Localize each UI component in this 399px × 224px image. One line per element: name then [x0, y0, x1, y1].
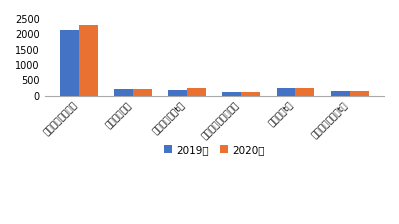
Bar [296, 88, 314, 96]
Bar [79, 25, 98, 96]
Bar [60, 30, 79, 96]
Bar [277, 88, 296, 96]
Bar [350, 91, 369, 96]
Legend: 2019年, 2020年: 2019年, 2020年 [160, 141, 269, 159]
Bar [241, 92, 260, 96]
Bar [168, 90, 187, 96]
Bar [133, 89, 152, 96]
Bar [222, 92, 241, 96]
Bar [114, 89, 133, 96]
Bar [331, 90, 350, 96]
Bar [187, 88, 206, 96]
